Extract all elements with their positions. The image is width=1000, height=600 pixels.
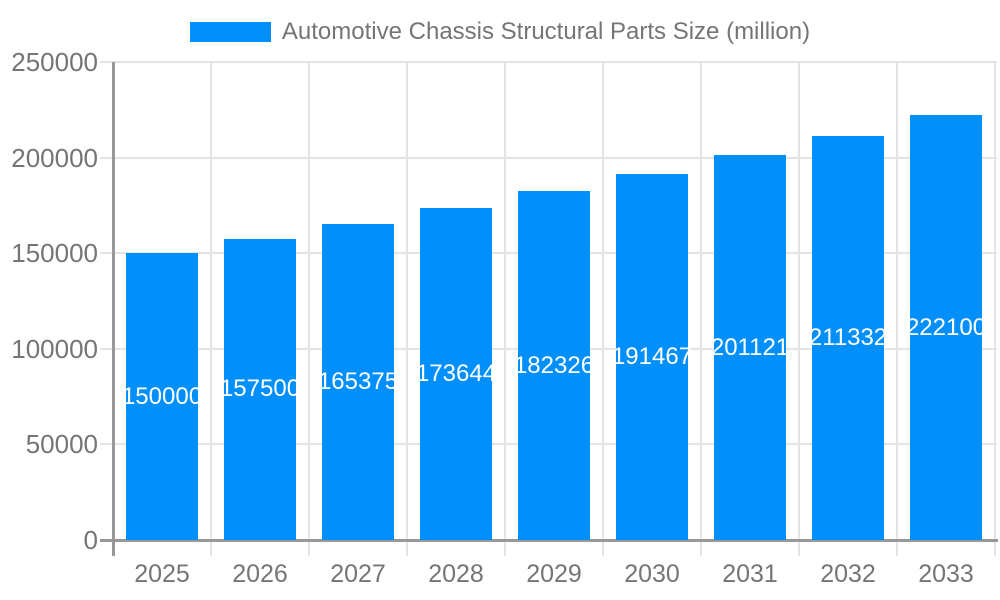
legend: Automotive Chassis Structural Parts Size… — [0, 18, 1000, 46]
bar-value-label: 150000 — [121, 382, 203, 410]
v-gridline — [406, 62, 408, 556]
bar — [224, 238, 296, 540]
v-gridline — [504, 62, 506, 556]
x-tick-label: 2033 — [918, 560, 974, 588]
y-tick-label: 0 — [83, 525, 98, 555]
x-tick-label: 2030 — [624, 560, 680, 588]
v-gridline — [994, 62, 996, 556]
bar-value-label: 182326 — [513, 351, 595, 379]
y-axis-line — [111, 62, 115, 556]
bar — [126, 253, 198, 540]
x-tick-label: 2027 — [330, 560, 386, 588]
y-tick-label: 50000 — [25, 429, 98, 460]
bar-value-label: 191467 — [611, 342, 693, 370]
bar — [616, 173, 688, 540]
h-gridline — [100, 61, 997, 63]
bar — [714, 155, 786, 540]
v-gridline — [308, 62, 310, 556]
bar-value-label: 222100 — [905, 313, 987, 341]
x-tick-label: 2032 — [820, 560, 876, 588]
legend-item[interactable]: Automotive Chassis Structural Parts Size… — [189, 18, 811, 46]
bar-value-label: 157500 — [219, 375, 301, 403]
x-tick-label: 2026 — [232, 560, 288, 588]
y-tick-label: 100000 — [11, 333, 98, 364]
x-tick-label: 2025 — [134, 560, 190, 588]
v-gridline — [602, 62, 604, 556]
bar — [812, 135, 884, 540]
v-gridline — [700, 62, 702, 556]
v-gridline — [896, 62, 898, 556]
x-tick-label: 2031 — [722, 560, 778, 588]
legend-swatch — [189, 22, 271, 42]
bar-value-label: 165375 — [317, 367, 399, 395]
y-tick-label: 250000 — [11, 47, 98, 77]
h-gridline — [100, 156, 997, 159]
x-tick-label: 2028 — [428, 560, 484, 588]
v-gridline — [798, 62, 800, 556]
x-axis-line — [100, 538, 998, 542]
bar-value-label: 211332 — [808, 323, 888, 351]
legend-label: Automotive Chassis Structural Parts Size… — [281, 18, 811, 45]
bar — [420, 207, 492, 540]
bar-value-label: 201121 — [710, 333, 790, 361]
bar — [518, 191, 590, 540]
bar — [910, 115, 982, 540]
bar — [322, 223, 394, 540]
v-gridline — [210, 62, 212, 556]
y-tick-label: 150000 — [11, 238, 98, 269]
y-tick-label: 200000 — [11, 142, 98, 173]
bar-value-label: 173644 — [415, 359, 497, 387]
x-tick-label: 2029 — [526, 560, 582, 588]
